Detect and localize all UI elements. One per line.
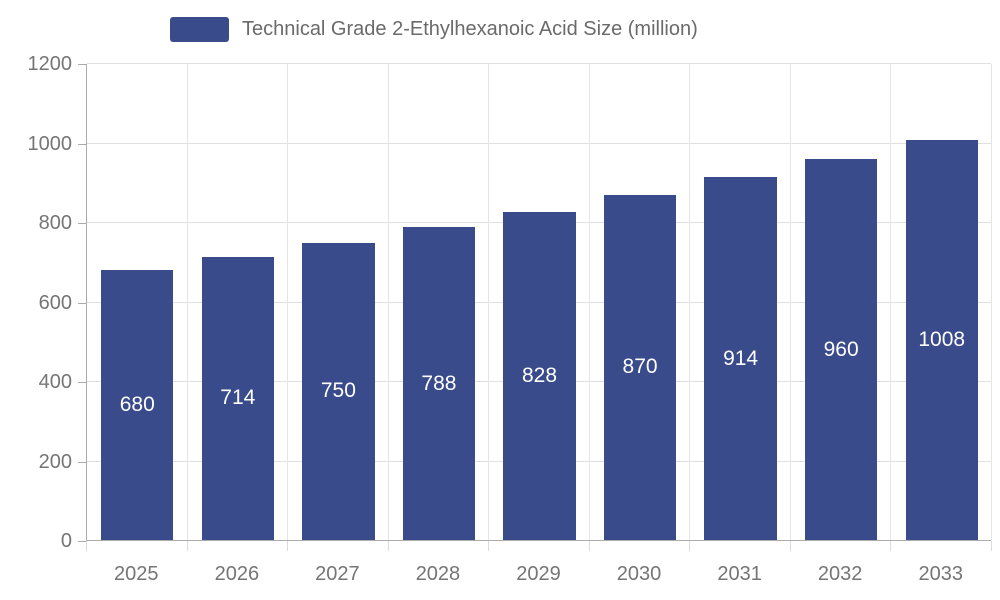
grid-vline: [387, 64, 389, 540]
bar-value-label: 714: [220, 386, 256, 410]
bar[interactable]: 960: [804, 159, 878, 540]
grid-hline: [87, 142, 991, 144]
legend-label: Technical Grade 2-Ethylhexanoic Acid Siz…: [242, 18, 698, 40]
grid-vline: [186, 64, 188, 540]
bar-value-label: 1008: [918, 328, 966, 352]
x-axis-tick: [890, 541, 892, 551]
bar[interactable]: 1008: [905, 140, 978, 540]
x-axis-tick: [488, 541, 490, 551]
x-axis-tick-label: 2025: [114, 563, 159, 585]
x-axis-tick: [287, 541, 289, 551]
grid-vline: [689, 64, 691, 540]
y-axis-tick-label: 800: [38, 212, 72, 234]
x-axis-tick: [387, 541, 389, 551]
y-axis-tick: [78, 382, 86, 383]
grid-vline: [890, 64, 892, 540]
legend[interactable]: Technical Grade 2-Ethylhexanoic Acid Siz…: [170, 17, 698, 42]
x-axis-tick-label: 2030: [616, 563, 662, 585]
x-axis-tick-label: 2029: [516, 563, 561, 585]
x-axis-tick-label: 2027: [315, 563, 360, 585]
y-axis-tick-label: 1000: [27, 132, 73, 155]
grid-hline: [87, 63, 991, 64]
grid-vline: [287, 64, 289, 540]
y-axis-tick-label: 600: [38, 291, 72, 314]
x-axis-tick-label: 2026: [214, 563, 260, 585]
x-axis-tick: [588, 541, 590, 551]
x-axis-tick: [86, 541, 87, 551]
x-axis-tick-label: 2032: [817, 563, 863, 585]
bar[interactable]: 714: [201, 256, 275, 540]
grid-vline: [991, 64, 992, 540]
bar-value-label: 960: [823, 337, 859, 361]
legend-swatch: [170, 17, 229, 42]
bar-value-label: 750: [320, 379, 356, 403]
x-axis-tick-label: 2028: [415, 563, 461, 585]
x-axis-tick-label: 2031: [717, 563, 762, 585]
grid-vline: [488, 64, 490, 540]
bar-value-label: 680: [119, 393, 155, 417]
bar[interactable]: 828: [503, 211, 576, 540]
y-axis-tick: [78, 461, 86, 463]
x-axis-tick: [689, 541, 691, 551]
bar[interactable]: 750: [302, 242, 375, 540]
bar[interactable]: 680: [101, 270, 174, 540]
x-axis-tick: [186, 541, 188, 551]
bar[interactable]: 788: [402, 227, 476, 540]
y-axis-tick-label: 400: [38, 371, 72, 393]
y-axis-tick: [78, 302, 86, 304]
y-axis-tick: [78, 143, 86, 145]
x-axis-tick: [789, 541, 791, 551]
grid-vline: [789, 64, 791, 540]
bar-value-label: 788: [421, 371, 457, 395]
plot-area: 680 714 750 788 828 870 914 960 1008: [86, 63, 992, 541]
bar[interactable]: 914: [704, 177, 777, 540]
bar-value-label: 914: [723, 346, 759, 370]
x-axis-tick: [991, 541, 992, 551]
y-axis-tick: [78, 223, 86, 224]
bar[interactable]: 870: [603, 194, 677, 540]
y-axis-tick-label: 1200: [27, 53, 73, 75]
y-axis-tick-label: 0: [60, 530, 72, 552]
bar-value-label: 870: [622, 355, 658, 379]
y-axis-tick: [78, 64, 86, 65]
grid-vline: [588, 64, 590, 540]
y-axis-tick: [78, 541, 86, 542]
x-axis-tick-label: 2033: [918, 563, 963, 585]
bar-value-label: 828: [521, 363, 558, 387]
y-axis-tick-label: 200: [38, 450, 72, 473]
